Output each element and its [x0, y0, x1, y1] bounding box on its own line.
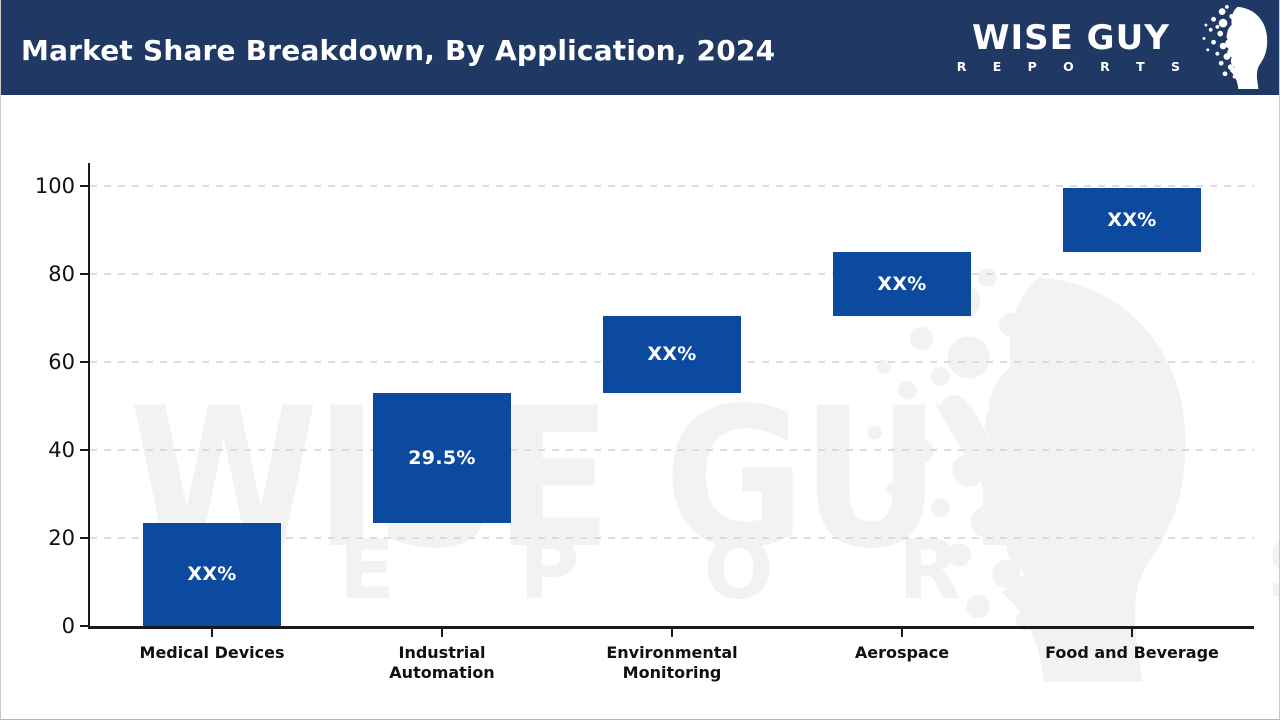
y-tick-80: [80, 273, 89, 275]
bar-value-label: XX%: [877, 272, 927, 295]
waterfall-chart: WISE GUY R E P O R T S 0 20 40 60 80 100 XX% 2…: [1, 95, 1279, 719]
y-tick-0: [80, 625, 89, 627]
watermark-face-icon: [867, 268, 1186, 682]
wiseguy-logo: WISE GUY R E P O R T S: [951, 4, 1273, 90]
gridline-20: [90, 537, 1254, 539]
x-tick-medical-devices: [211, 629, 213, 637]
gridline-80: [90, 273, 1254, 275]
y-tick-label: 0: [61, 614, 75, 638]
report-title: Market Share Breakdown, By Application, …: [21, 34, 776, 67]
bar-industrial-automation: 29.5%: [373, 392, 511, 523]
y-axis-line: [88, 163, 90, 629]
bar-aerospace: XX%: [833, 252, 971, 316]
x-axis-label-food-and-beverage: Food and Beverage: [1045, 643, 1219, 662]
report-header: Market Share Breakdown, By Application, …: [1, 0, 1279, 95]
bar-environmental-monitoring: XX%: [603, 315, 741, 393]
watermark-text: WISE GUY: [129, 365, 1061, 591]
x-tick-industrial-automation: [441, 629, 443, 637]
bar-value-label: XX%: [1107, 209, 1157, 232]
bar-value-label: 29.5%: [408, 446, 476, 469]
x-axis-label-industrial-automation: Industrial Automation: [389, 643, 495, 682]
bar-value-label: XX%: [187, 563, 237, 586]
x-axis-label-medical-devices: Medical Devices: [139, 643, 285, 662]
y-tick-20: [80, 537, 89, 539]
y-tick-100: [80, 185, 89, 187]
gridline-40: [90, 449, 1254, 451]
y-tick-label: 20: [48, 526, 75, 550]
wiseguy-logo-wordmark: WISE GUY: [971, 18, 1170, 58]
bar-food-and-beverage: XX%: [1063, 188, 1201, 252]
wiseguy-logo-text: WISE GUY R E P O R T S: [951, 20, 1191, 74]
y-tick-label: 80: [48, 262, 75, 286]
y-tick-60: [80, 361, 89, 363]
y-tick-40: [80, 449, 89, 451]
x-tick-food-and-beverage: [1131, 629, 1133, 637]
x-axis-label-environmental-monitoring: Environmental Monitoring: [606, 643, 738, 682]
y-tick-label: 100: [34, 174, 75, 198]
bar-value-label: XX%: [647, 343, 697, 366]
bar-medical-devices: XX%: [143, 522, 281, 626]
wiseguy-logo-subtext: R E P O R T S: [956, 59, 1191, 74]
y-tick-label: 60: [48, 350, 75, 374]
x-tick-environmental-monitoring: [671, 629, 673, 637]
y-tick-label: 40: [48, 438, 75, 462]
x-axis-line: [88, 626, 1254, 629]
x-tick-aerospace: [901, 629, 903, 637]
x-axis-label-aerospace: Aerospace: [854, 643, 950, 662]
wiseguy-face-icon: [1202, 4, 1268, 90]
gridline-100: [90, 185, 1254, 187]
